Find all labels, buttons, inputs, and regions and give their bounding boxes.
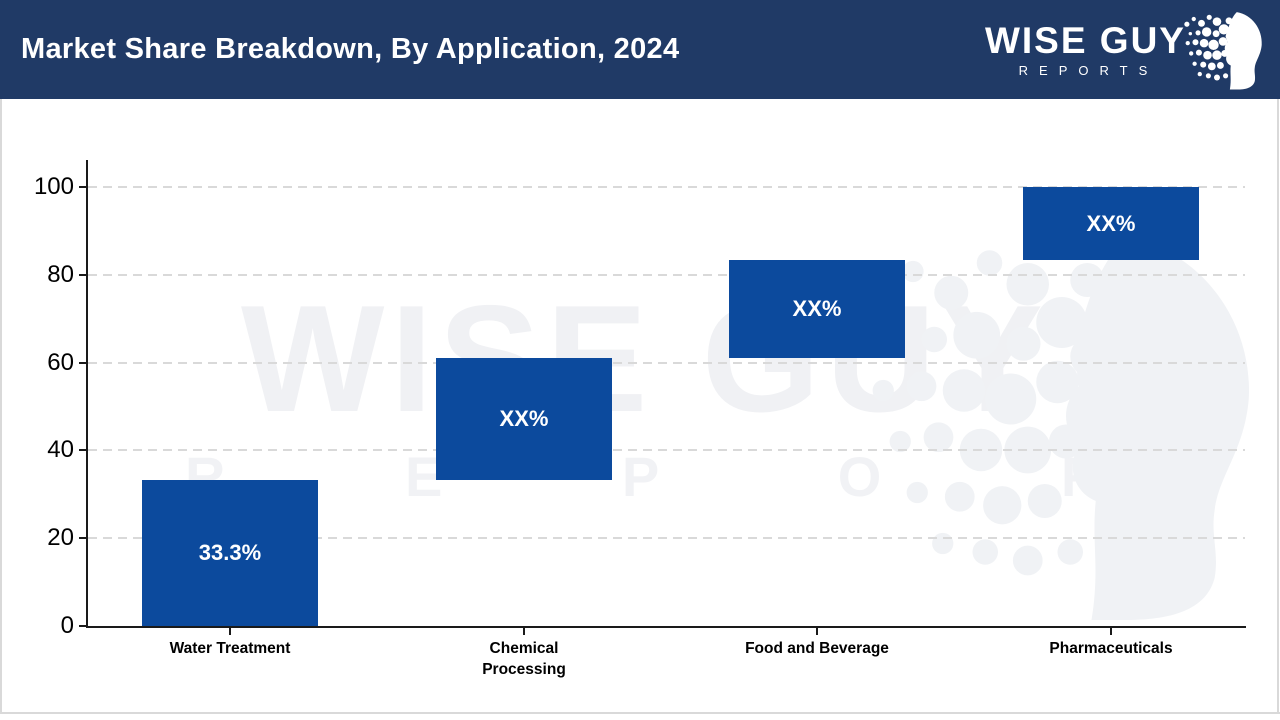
y-tick-mark xyxy=(79,537,87,540)
gridline xyxy=(88,449,1245,452)
y-tick-label: 0 xyxy=(60,612,74,639)
x-tick-mark xyxy=(523,628,525,635)
wiseguy-logo: WISE GUY REPORTS xyxy=(985,8,1280,92)
y-tick-label: 60 xyxy=(47,348,74,376)
logo-subtitle: REPORTS xyxy=(1018,62,1159,78)
y-tick-mark xyxy=(79,186,87,188)
gridline xyxy=(88,273,1245,276)
page-title: Market Share Breakdown, By Application, … xyxy=(21,33,680,65)
y-tick-label: 100 xyxy=(33,173,74,200)
y-tick-label: 20 xyxy=(47,524,74,552)
y-tick-mark xyxy=(79,273,87,276)
logo-wordmark: WISE GUY xyxy=(984,19,1186,61)
bar-value-label: XX% xyxy=(1086,210,1136,236)
x-category-label: Chemical Processing xyxy=(482,640,566,678)
gridline xyxy=(88,361,1245,364)
bar-segment: XX% xyxy=(729,260,905,359)
bar-value-label: XX% xyxy=(499,406,549,431)
bar-segment: 33.3% xyxy=(142,479,318,626)
frame-border-bottom xyxy=(0,712,1280,714)
y-tick-mark xyxy=(79,625,87,627)
x-tick-mark xyxy=(816,628,818,635)
gridline xyxy=(88,537,1245,540)
x-category-label: Food and Beverage xyxy=(745,640,889,657)
y-axis-line xyxy=(86,160,88,628)
x-category-label: Pharmaceuticals xyxy=(1049,640,1173,657)
logo-text: WISE GUY REPORTS xyxy=(985,22,1186,78)
x-tick-mark xyxy=(1110,628,1112,635)
y-tick-mark xyxy=(79,361,87,364)
x-category-label: Water Treatment xyxy=(169,640,291,657)
watermark-head-graphic xyxy=(866,237,1249,620)
frame-border-left xyxy=(0,99,2,714)
y-tick-label: 40 xyxy=(47,436,74,464)
bar-value-label: 33.3% xyxy=(198,539,262,565)
bar-segment: XX% xyxy=(436,358,612,480)
y-tick-mark xyxy=(79,449,87,452)
x-tick-mark xyxy=(229,628,231,635)
x-axis-line xyxy=(86,626,1246,628)
frame-border-right xyxy=(1277,99,1279,714)
bar-value-label: XX% xyxy=(792,296,842,322)
bar-segment: XX% xyxy=(1023,187,1199,261)
y-tick-label: 80 xyxy=(47,260,74,288)
gridline xyxy=(88,186,1245,188)
header: Market Share Breakdown, By Application, … xyxy=(0,0,1280,99)
logo-head-icon xyxy=(1184,11,1262,90)
watermark-wordmark: WISE GUY xyxy=(240,274,1050,444)
